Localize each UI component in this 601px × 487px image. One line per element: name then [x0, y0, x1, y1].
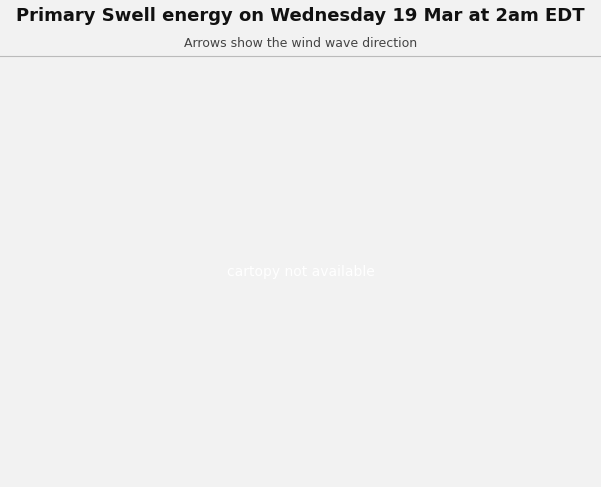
Text: Primary Swell energy on Wednesday 19 Mar at 2am EDT: Primary Swell energy on Wednesday 19 Mar… — [16, 7, 585, 25]
Text: Arrows show the wind wave direction: Arrows show the wind wave direction — [184, 37, 417, 50]
Text: cartopy not available: cartopy not available — [227, 264, 374, 279]
